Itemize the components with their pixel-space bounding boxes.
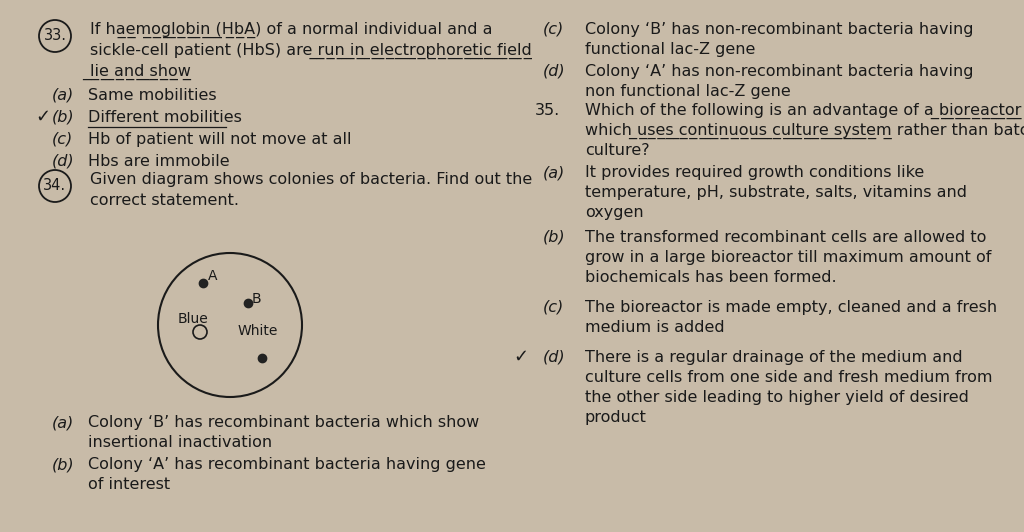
Text: If ha̲e̲m̲o̲g̲l̲o̲b̲i̲n̲ ̲(̲H̲b̲A̲) of a normal individual and a: If ha̲e̲m̲o̲g̲l̲o̲b̲i̲n̲ ̲(̲H̲b̲A̲) of a… <box>90 22 493 38</box>
Text: (a): (a) <box>52 415 75 430</box>
Text: functional lac-Z gene: functional lac-Z gene <box>585 42 756 57</box>
Text: Hbs are immobile: Hbs are immobile <box>88 154 229 169</box>
Text: oxygen: oxygen <box>585 205 644 220</box>
Text: The transformed recombinant cells are allowed to: The transformed recombinant cells are al… <box>585 230 986 245</box>
Text: the other side leading to higher yield of desired: the other side leading to higher yield o… <box>585 390 969 405</box>
Text: (d): (d) <box>543 350 565 365</box>
Text: Colony ‘B’ has non-recombinant bacteria having: Colony ‘B’ has non-recombinant bacteria … <box>585 22 974 37</box>
Text: 33.: 33. <box>43 29 67 44</box>
Text: (c): (c) <box>52 132 74 147</box>
Text: Different mobilities: Different mobilities <box>88 110 242 125</box>
Text: (b): (b) <box>52 110 75 125</box>
Text: culture?: culture? <box>585 143 649 158</box>
Text: (a): (a) <box>52 88 75 103</box>
Text: which ̲u̲s̲e̲s̲ ̲c̲o̲n̲t̲i̲n̲u̲o̲u̲s̲ ̲c̲u̲l̲t̲u̲r̲e̲ ̲s̲y̲s̲t̲e̲m̲ rather than : which ̲u̲s̲e̲s̲ ̲c̲o̲n̲t̲i̲n̲u̲o̲u̲s̲ ̲c… <box>585 123 1024 139</box>
Text: of interest: of interest <box>88 477 170 492</box>
Text: Blue: Blue <box>178 312 209 326</box>
Text: product: product <box>585 410 647 425</box>
Text: 34.: 34. <box>43 179 67 194</box>
Text: (b): (b) <box>543 230 565 245</box>
Text: Same mobilities: Same mobilities <box>88 88 217 103</box>
Text: (d): (d) <box>543 64 565 79</box>
Text: White: White <box>238 324 279 338</box>
Text: Which of the following is an advantage of a ̲b̲i̲o̲r̲e̲a̲c̲t̲o̲r̲: Which of the following is an advantage o… <box>585 103 1021 119</box>
Text: 35.: 35. <box>535 103 560 118</box>
Text: grow in a large bioreactor till maximum amount of: grow in a large bioreactor till maximum … <box>585 250 991 265</box>
Text: (b): (b) <box>52 457 75 472</box>
Text: It provides required growth conditions like: It provides required growth conditions l… <box>585 165 925 180</box>
Text: The bioreactor is made empty, cleaned and a fresh: The bioreactor is made empty, cleaned an… <box>585 300 997 315</box>
Text: ✓: ✓ <box>35 108 50 126</box>
Text: A: A <box>208 269 217 283</box>
Text: ̲l̲i̲e̲ ̲a̲n̲d̲ ̲s̲h̲o̲w̲: ̲l̲i̲e̲ ̲a̲n̲d̲ ̲s̲h̲o̲w̲ <box>90 64 190 80</box>
Text: Given diagram shows colonies of bacteria. Find out the: Given diagram shows colonies of bacteria… <box>90 172 532 187</box>
Text: medium is added: medium is added <box>585 320 725 335</box>
Text: Hb of patient will not move at all: Hb of patient will not move at all <box>88 132 351 147</box>
Text: sickle-cell patient (HbS) are ̲r̲u̲n̲ ̲i̲n̲ ̲e̲l̲e̲c̲t̲r̲o̲p̲h̲o̲r̲e̲t̲i̲c̲ ̲f̲i: sickle-cell patient (HbS) are ̲r̲u̲n̲ ̲i… <box>90 43 531 59</box>
Text: (c): (c) <box>543 22 564 37</box>
Text: insertional inactivation: insertional inactivation <box>88 435 272 450</box>
Text: (d): (d) <box>52 154 75 169</box>
Text: (a): (a) <box>543 165 565 180</box>
Text: There is a regular drainage of the medium and: There is a regular drainage of the mediu… <box>585 350 963 365</box>
Text: B: B <box>252 292 261 306</box>
Text: Colony ‘B’ has recombinant bacteria which show: Colony ‘B’ has recombinant bacteria whic… <box>88 415 479 430</box>
Text: Colony ‘A’ has recombinant bacteria having gene: Colony ‘A’ has recombinant bacteria havi… <box>88 457 485 472</box>
Text: ✓: ✓ <box>513 348 528 366</box>
Text: biochemicals has been formed.: biochemicals has been formed. <box>585 270 837 285</box>
Text: temperature, pH, substrate, salts, vitamins and: temperature, pH, substrate, salts, vitam… <box>585 185 967 200</box>
Text: (c): (c) <box>543 300 564 315</box>
Text: non functional lac-Z gene: non functional lac-Z gene <box>585 84 791 99</box>
Text: Colony ‘A’ has non-recombinant bacteria having: Colony ‘A’ has non-recombinant bacteria … <box>585 64 974 79</box>
Text: culture cells from one side and fresh medium from: culture cells from one side and fresh me… <box>585 370 992 385</box>
Text: correct statement.: correct statement. <box>90 193 239 208</box>
